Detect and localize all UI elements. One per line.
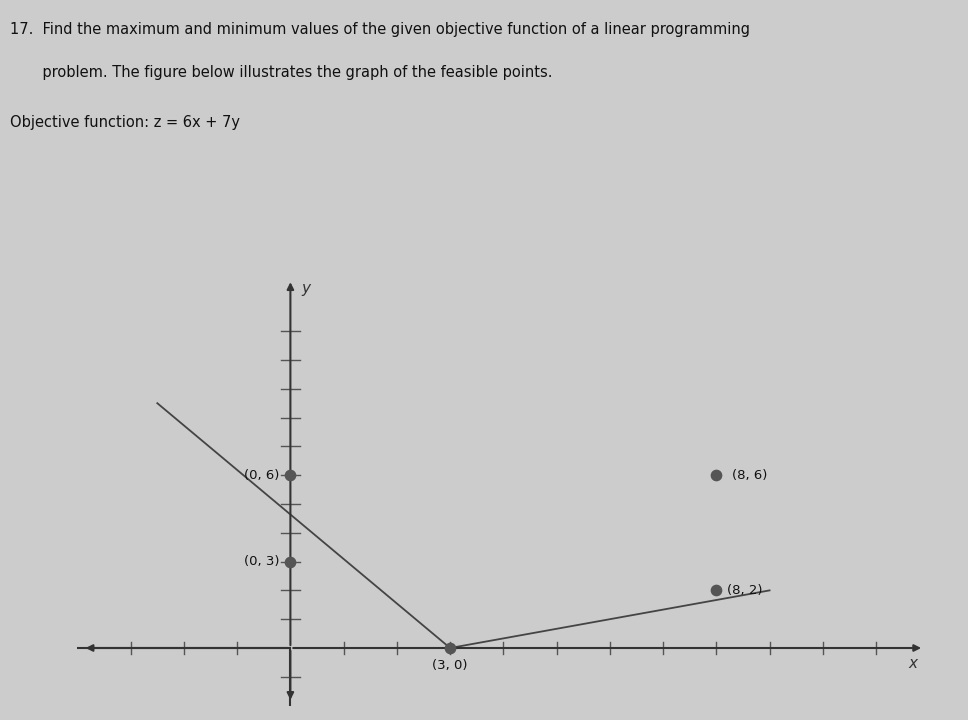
Text: Objective function: z = 6x + 7y: Objective function: z = 6x + 7y: [10, 115, 240, 130]
Text: 17.  Find the maximum and minimum values of the given objective function of a li: 17. Find the maximum and minimum values …: [10, 22, 749, 37]
Text: problem. The figure below illustrates the graph of the feasible points.: problem. The figure below illustrates th…: [10, 65, 552, 80]
Text: (0, 3): (0, 3): [244, 555, 280, 568]
Point: [283, 556, 298, 567]
Point: [442, 642, 458, 654]
Text: (8, 6): (8, 6): [732, 469, 768, 482]
Point: [283, 469, 298, 481]
Text: (3, 0): (3, 0): [433, 659, 468, 672]
Text: (8, 2): (8, 2): [727, 584, 763, 597]
Point: [709, 469, 724, 481]
Text: (0, 6): (0, 6): [244, 469, 280, 482]
Text: y: y: [302, 281, 311, 295]
Point: [709, 585, 724, 596]
Text: x: x: [909, 657, 918, 671]
